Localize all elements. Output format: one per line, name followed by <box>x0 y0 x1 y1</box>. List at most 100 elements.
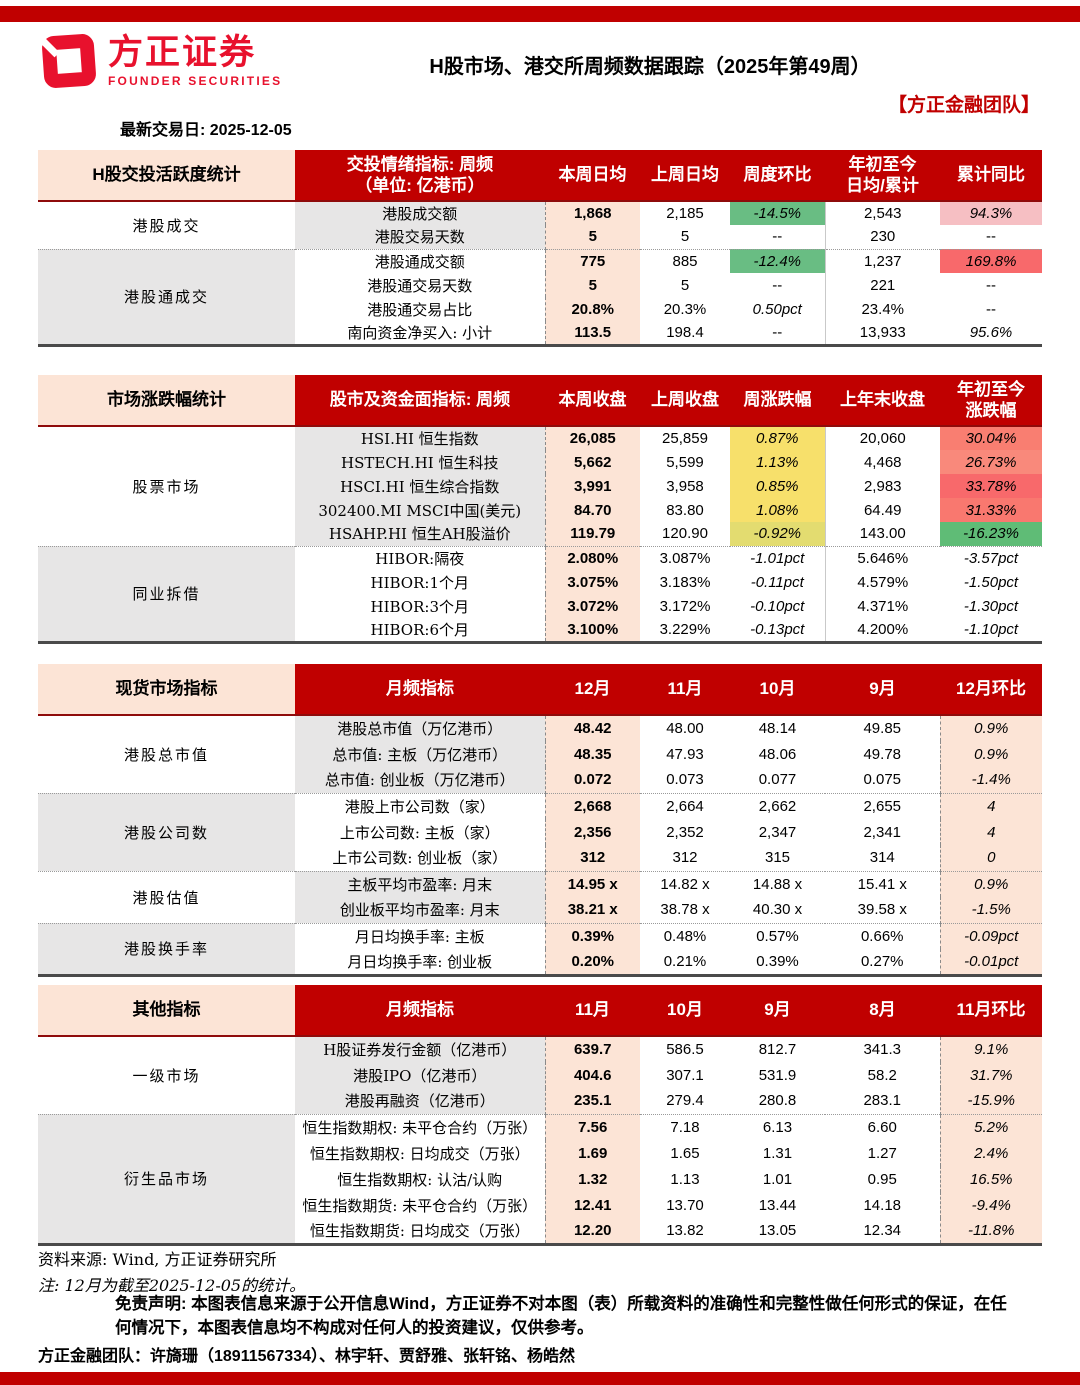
value-cell: 341.3 <box>863 1041 902 1058</box>
indicator-label: 主板平均市盈率: 月末 <box>295 870 545 897</box>
value-cell: 279.4 <box>666 1092 704 1110</box>
column-header: 11月 <box>545 985 640 1037</box>
row-group-label: 衍生品市场 <box>38 1113 295 1244</box>
value-cell: 20.8% <box>544 297 640 321</box>
top-red-bar <box>0 6 1080 22</box>
value-cell: 5,662 <box>544 450 640 474</box>
value-cell: 280.8 <box>758 1092 797 1110</box>
value-cell: -1.50pct <box>963 573 1019 591</box>
value-cell: 1.69 <box>544 1140 640 1166</box>
table-row: 港股再融资（亿港币） 235.1 279.4 280.8 283.1 -15.9% <box>38 1088 1042 1114</box>
value-cell: 3.075% <box>544 570 640 594</box>
market-change-table: 市场涨跌幅统计 股市及资金面指标: 周频 本周收盘 上周收盘 周涨跌幅 上年末收盘 年初至今… <box>38 375 1042 644</box>
value-cell: 2,668 <box>544 792 640 819</box>
value-cell: 312 <box>672 849 698 867</box>
value-cell: -1.30pct <box>963 597 1019 615</box>
value-cell: 221 <box>824 273 940 297</box>
table-row: HIBOR:1个月 3.075% 3.183% -0.11pct 4.579% -1.50… <box>38 570 1042 594</box>
table-category-header: 市场涨跌幅统计 <box>38 375 295 427</box>
table-row: 月日均换手率: 创业板 0.20% 0.21% 0.39% 0.27% -0.01pct <box>38 949 1042 975</box>
value-cell: 113.5 <box>544 321 640 345</box>
value-cell: 13.70 <box>666 1196 704 1214</box>
table-row: 恒生指数期货: 未平仓合约（万张） 12.41 13.70 13.44 14.18 -9.… <box>38 1192 1042 1218</box>
other-indicators-table: 其他指标 月频指标 11月 10月 9月 8月 11月环比 一级市场 H股证券发行金额（亿港币）… <box>38 985 1042 1246</box>
value-cell: 1.13 <box>670 1170 700 1188</box>
column-header: 9月 <box>730 985 825 1037</box>
table-row: 衍生品市场 恒生指数期权: 未平仓合约（万张） 7.56 7.18 6.13 6.60 5.… <box>38 1113 1042 1244</box>
table-row: 股票市场 HSI.HI 恒生指数 26,085 25,859 0.87% 20,060 30… <box>38 426 1042 496</box>
value-cell: 2.080% <box>544 545 640 570</box>
table-row: 总市值: 创业板（万亿港币） 0.072 0.073 0.077 0.075 -1.4% <box>38 767 1042 793</box>
column-header: 上周日均 <box>640 150 730 202</box>
value-cell: 2.4% <box>939 1140 1042 1166</box>
value-cell: 2,185 <box>666 205 704 222</box>
value-cell: 9.1% <box>939 1036 1042 1062</box>
table-row: HSTECH.HI 恒生科技 5,662 5,599 1.13% 4,468 26.73% <box>38 450 1042 474</box>
indicator-label: 恒生指数期权: 未平仓合约（万张） <box>295 1113 545 1140</box>
value-cell: 5 <box>680 228 690 246</box>
value-cell: 47.93 <box>666 745 704 763</box>
value-cell: -1.10pct <box>963 620 1019 638</box>
value-cell: 6.13 <box>730 1113 825 1140</box>
value-cell: 0.85% <box>730 474 825 498</box>
value-cell: 120.90 <box>662 525 708 543</box>
row-group-label: 港股估值 <box>38 870 295 923</box>
value-cell: -9.4% <box>939 1192 1042 1218</box>
value-cell: -1.5% <box>939 897 1042 923</box>
value-cell: 20.3% <box>663 300 707 318</box>
value-cell: 0.95 <box>867 1170 897 1188</box>
value-cell: 169.8% <box>940 248 1042 273</box>
value-cell: 13.82 <box>666 1221 704 1239</box>
indicator-label: 港股通交易占比 <box>367 300 473 319</box>
value-cell: 7.56 <box>544 1113 640 1140</box>
value-cell: 2,347 <box>758 823 797 841</box>
indicator-label: 上市公司数: 主板（家） <box>339 823 500 842</box>
table-header-row: 其他指标 月频指标 11月 10月 9月 8月 11月环比 <box>38 985 1042 1037</box>
table-header-row: 市场涨跌幅统计 股市及资金面指标: 周频 本周收盘 上周收盘 周涨跌幅 上年末收盘 年初至今… <box>38 375 1042 427</box>
value-cell: 143.00 <box>824 522 940 546</box>
value-cell: 49.78 <box>863 745 902 763</box>
indicator-label: 港股成交额 <box>295 201 545 225</box>
value-cell: 0.072 <box>544 767 640 793</box>
value-cell: -0.13pct <box>750 620 805 638</box>
page-title: H股市场、港交所周频数据跟踪（2025年第49周） <box>429 56 871 78</box>
value-cell: 5.2% <box>939 1113 1042 1140</box>
table-category-header: H股交投活跃度统计 <box>38 150 295 202</box>
table-row: 上市公司数: 主板（家） 2,356 2,352 2,347 2,341 4 <box>38 819 1042 845</box>
value-cell: -0.09pct <box>939 922 1042 949</box>
value-cell: 230 <box>824 225 940 249</box>
value-cell: 3.072% <box>544 594 640 618</box>
column-header: 10月 <box>730 664 825 716</box>
value-cell: -1.4% <box>939 767 1042 793</box>
value-cell: 4.579% <box>824 570 940 594</box>
value-cell: 30.04% <box>940 426 1042 450</box>
column-header: 周度环比 <box>730 150 825 202</box>
value-cell: 314 <box>869 849 895 867</box>
indicator-label: 月日均换手率: 创业板 <box>347 952 493 971</box>
indicator-label: HSCI.HI 恒生综合指数 <box>295 474 545 498</box>
value-cell: 0.39% <box>544 922 640 949</box>
value-cell: -- <box>986 300 996 318</box>
indicator-label: 月日均换手率: 主板 <box>295 922 545 949</box>
value-cell: 38.21 x <box>544 897 640 923</box>
value-cell: 4 <box>939 819 1042 845</box>
value-cell: 12.20 <box>544 1218 640 1244</box>
value-cell: 5 <box>544 273 640 297</box>
value-cell: 0.57% <box>730 922 825 949</box>
value-cell: 2,664 <box>640 792 730 819</box>
table-row: HSCI.HI 恒生综合指数 3,991 3,958 0.85% 2,983 33.78% <box>38 474 1042 498</box>
column-header: 本周日均 <box>545 150 640 202</box>
indicator-label: HIBOR:6个月 <box>370 620 470 639</box>
value-cell: 20,060 <box>824 426 940 450</box>
indicator-label: 恒生指数期货: 日均成交（万张） <box>309 1221 530 1240</box>
value-cell: 7.18 <box>640 1113 730 1140</box>
value-cell: 0.9% <box>939 870 1042 897</box>
value-cell: -0.10pct <box>750 597 805 615</box>
value-cell: 235.1 <box>544 1088 640 1114</box>
value-cell: 64.49 <box>824 498 940 522</box>
value-cell: 13,933 <box>824 321 940 345</box>
value-cell: 15.41 x <box>825 870 940 897</box>
latest-trade-date: 最新交易日: 2025-12-05 <box>120 122 292 139</box>
logo-en-text: FOUNDER SECURITIES <box>108 73 283 88</box>
value-cell: 307.1 <box>666 1066 704 1084</box>
